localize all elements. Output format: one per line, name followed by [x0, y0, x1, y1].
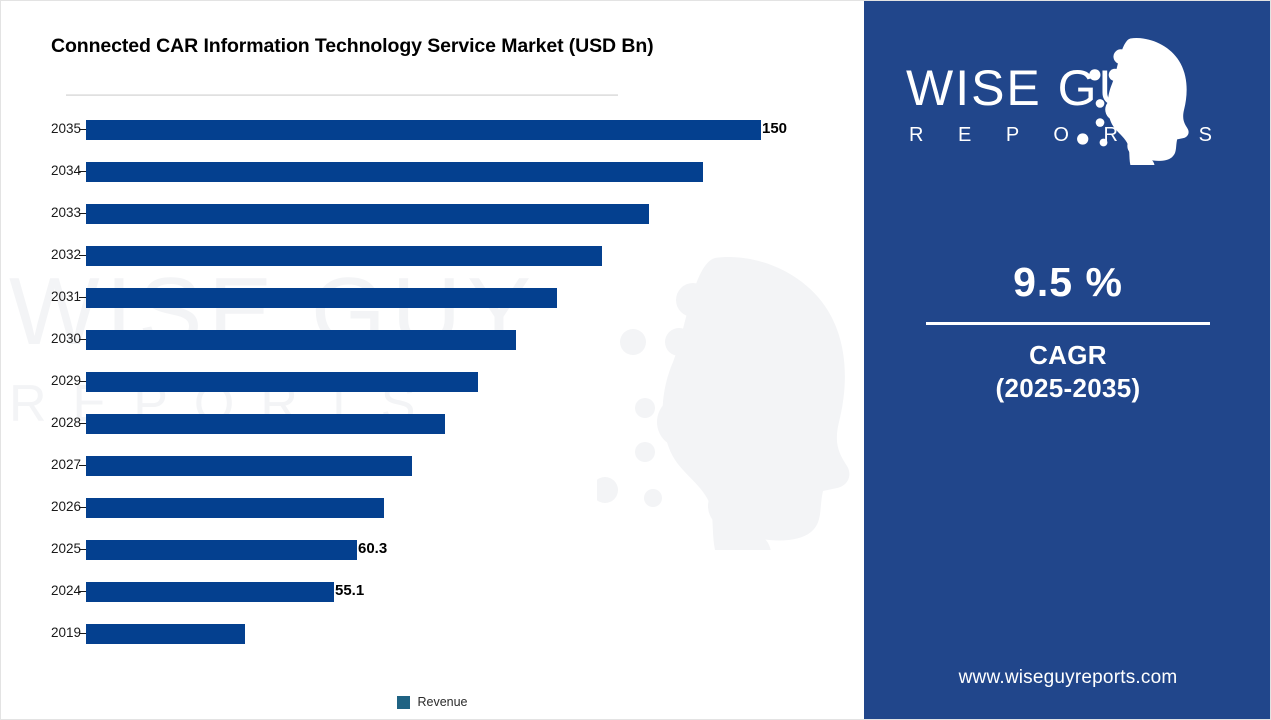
- bar-row: 2027: [1, 456, 864, 476]
- y-axis-tick-mark: [79, 633, 86, 635]
- y-axis-tick-mark: [79, 171, 86, 173]
- bar-revenue: [86, 582, 334, 602]
- bar-row: 2031: [1, 288, 864, 308]
- bar-row: 2019: [1, 624, 864, 644]
- y-axis-tick-label: 2028: [50, 415, 81, 430]
- cagr-divider: [926, 322, 1210, 326]
- bar-row: 2024 55.1: [1, 582, 864, 602]
- y-axis-tick-label: 2027: [50, 457, 81, 472]
- bar-revenue: [86, 456, 412, 476]
- bar-row: 2026: [1, 498, 864, 518]
- y-axis-tick-mark: [79, 591, 86, 593]
- y-axis-tick-mark: [79, 381, 86, 383]
- y-axis-tick-mark: [79, 129, 86, 131]
- bar-row: 2025 60.3: [1, 540, 864, 560]
- bar-revenue: [86, 120, 761, 140]
- wiseguy-reports-logo: WISE GUY R E P O R T S: [890, 37, 1246, 165]
- bar-value-label: 55.1: [335, 582, 365, 599]
- chart-legend: Revenue: [1, 695, 864, 709]
- cagr-value: 9.5 %: [1013, 259, 1123, 305]
- y-axis-tick-mark: [79, 255, 86, 257]
- bar-row: 2028: [1, 414, 864, 434]
- bar-row: 2035 150: [1, 120, 864, 140]
- bar-revenue: [86, 330, 516, 350]
- bar-value-label: 150: [762, 120, 788, 137]
- y-axis-tick-label: 2034: [50, 163, 81, 178]
- website-url: www.wiseguyreports.com: [958, 667, 1178, 688]
- y-axis-tick-mark: [79, 339, 86, 341]
- y-axis-tick-label: 2035: [50, 121, 81, 136]
- logo-head-profile-icon: [1077, 38, 1189, 165]
- bar-revenue: [86, 246, 602, 266]
- y-axis-tick-mark: [79, 507, 86, 509]
- y-axis-tick-label: 2024: [50, 583, 81, 598]
- y-axis-tick-mark: [79, 297, 86, 299]
- y-axis-tick-mark: [79, 465, 86, 467]
- y-axis-tick-label: 2025: [50, 541, 81, 556]
- bar-revenue: [86, 540, 357, 560]
- y-axis-tick-label: 2032: [50, 247, 81, 262]
- y-axis-tick-label: 2030: [50, 331, 81, 346]
- bar-revenue: [86, 624, 245, 644]
- bar-row: 2032: [1, 246, 864, 266]
- chart-panel: WISE GUY REPORTS: [1, 1, 864, 719]
- y-axis-tick-mark: [79, 423, 86, 425]
- y-axis-tick-label: 2033: [50, 205, 81, 220]
- bar-revenue: [86, 414, 445, 434]
- bar-row: 2029: [1, 372, 864, 392]
- y-axis-tick-mark: [79, 213, 86, 215]
- bar-value-label: 60.3: [358, 540, 388, 557]
- y-axis-tick-label: 2029: [50, 373, 81, 388]
- title-divider: [66, 94, 618, 96]
- plot-area: 2035 150 2034 2033 2032 2031 2030 2029 2028 2027 2…: [1, 111, 864, 671]
- chart-title: Connected CAR Information Technology Ser…: [51, 35, 654, 57]
- brand-panel: WISE GUY R E P O R T S 9.5: [864, 1, 1270, 719]
- bar-revenue: [86, 288, 557, 308]
- bar-revenue: [86, 204, 649, 224]
- bar-revenue: [86, 162, 703, 182]
- cagr-label-line-1: CAGR: [1029, 340, 1107, 371]
- y-axis-tick-label: 2026: [50, 499, 81, 514]
- bar-row: 2033: [1, 204, 864, 224]
- legend-label-revenue: Revenue: [417, 695, 468, 709]
- y-axis-tick-mark: [79, 549, 86, 551]
- bar-row: 2034: [1, 162, 864, 182]
- bar-revenue: [86, 372, 478, 392]
- y-axis-tick-label: 2031: [50, 289, 81, 304]
- bar-row: 2030: [1, 330, 864, 350]
- bar-revenue: [86, 498, 384, 518]
- y-axis-tick-label: 2019: [50, 625, 81, 640]
- cagr-label-line-2: (2025-2035): [995, 373, 1141, 404]
- cagr-block: 9.5 % CAGR (2025-2035): [864, 259, 1270, 406]
- legend-swatch-revenue: [397, 695, 411, 709]
